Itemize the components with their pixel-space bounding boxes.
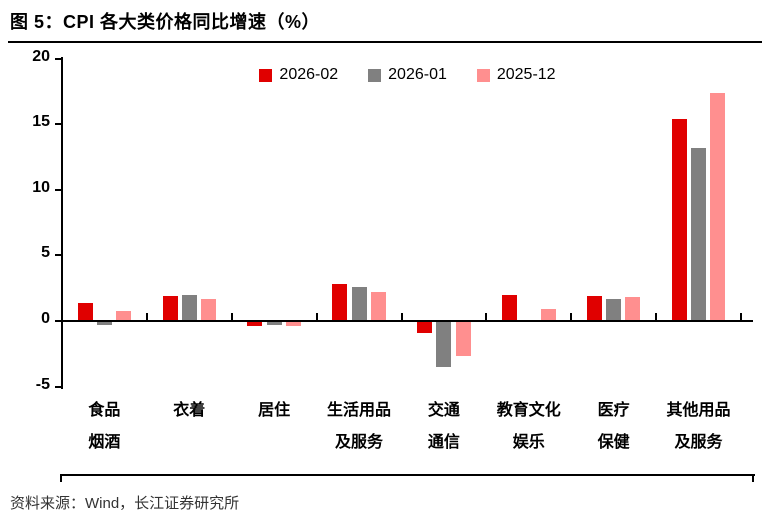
y-axis-tick	[55, 123, 62, 126]
x-label-交通通信: 交通	[427, 402, 460, 419]
x-label-line2-食品烟酒: 烟酒	[88, 434, 121, 451]
bar-2026-02-其他用品及服务	[671, 119, 687, 321]
y-tick-label: 0	[41, 310, 50, 327]
x-label-食品烟酒: 食品	[88, 402, 121, 419]
bar-2026-02-食品烟酒	[77, 302, 93, 321]
x-label-衣着: 衣着	[173, 402, 206, 419]
x-label-line2-交通通信: 通信	[427, 434, 460, 451]
y-tick-label: 5	[41, 244, 50, 262]
category-tick	[485, 313, 488, 322]
source-note: 资料来源：Wind，长江证券研究所	[10, 495, 240, 512]
title-divider	[8, 41, 762, 43]
legend-swatch-icon	[368, 68, 382, 82]
y-tick-label: 15	[32, 113, 50, 131]
y-axis-tick	[55, 320, 62, 322]
category-tick	[655, 313, 658, 322]
bar-2026-02-交通通信	[417, 322, 433, 333]
bar-2025-12-其他用品及服务	[710, 92, 726, 321]
bar-2026-01-食品烟酒	[96, 322, 112, 325]
axis-end-tick	[752, 474, 754, 482]
legend-item-2025-12: 2025-12	[476, 66, 556, 84]
legend-label: 2025-12	[496, 66, 556, 83]
x-label-医疗保健: 医疗	[597, 402, 630, 419]
legend-swatch-icon	[259, 68, 273, 82]
x-label-生活用品及服务: 生活用品	[326, 402, 391, 419]
x-label-line2-其他用品及服务: 及服务	[674, 434, 723, 451]
x-label-其他用品及服务: 其他用品	[666, 402, 731, 419]
y-axis-tick	[55, 254, 62, 257]
x-label-教育文化娱乐: 教育文化	[496, 402, 561, 419]
axis-end-tick	[60, 474, 62, 482]
bar-2025-12-教育文化娱乐	[540, 309, 556, 321]
category-tick	[315, 313, 318, 322]
x-label-line2-医疗保健: 保健	[597, 434, 630, 451]
bar-2025-12-居住	[285, 322, 301, 326]
bar-2025-12-交通通信	[455, 322, 471, 357]
category-axis-line	[60, 474, 755, 476]
bar-2026-02-生活用品及服务	[332, 284, 348, 321]
bar-2026-01-其他用品及服务	[691, 147, 706, 321]
bar-2026-01-衣着	[181, 294, 197, 321]
category-tick	[740, 313, 742, 322]
legend-swatch-icon	[476, 68, 490, 82]
x-label-line2-生活用品及服务: 及服务	[334, 434, 383, 451]
bar-2026-02-医疗保健	[586, 296, 602, 321]
bar-2026-02-居住	[247, 322, 263, 326]
bar-2026-01-居住	[266, 322, 282, 325]
bar-2025-12-医疗保健	[625, 297, 641, 321]
bar-2026-01-生活用品及服务	[351, 286, 367, 321]
category-tick	[230, 313, 233, 322]
chart-legend: 2026-02 2026-01 2025-12	[62, 66, 753, 84]
bar-2026-01-医疗保健	[606, 298, 622, 321]
legend-label: 2026-02	[279, 66, 339, 83]
legend-item-2026-02: 2026-02	[259, 66, 338, 84]
y-axis-tick	[55, 385, 62, 388]
bar-2025-12-食品烟酒	[116, 310, 132, 321]
bar-2026-01-交通通信	[436, 322, 452, 367]
y-axis-line	[61, 57, 63, 389]
x-label-line2-教育文化娱乐: 娱乐	[512, 434, 545, 451]
category-tick	[400, 313, 403, 322]
x-axis-zero-line	[61, 320, 753, 322]
bar-2026-02-教育文化娱乐	[502, 294, 517, 321]
category-tick	[145, 313, 148, 322]
y-axis-tick	[55, 57, 62, 60]
y-tick-label: -5	[35, 375, 50, 393]
y-tick-label: 10	[32, 178, 50, 196]
legend-label: 2026-01	[388, 66, 447, 83]
category-tick	[570, 313, 573, 322]
bar-2026-02-衣着	[162, 296, 178, 321]
bar-2025-12-衣着	[201, 298, 217, 321]
legend-item-2026-01: 2026-01	[368, 66, 447, 84]
bar-2025-12-生活用品及服务	[370, 292, 386, 321]
y-axis-tick	[55, 188, 62, 191]
figure-title: 图 5：CPI 各大类价格同比增速（%）	[10, 12, 321, 32]
x-label-居住: 居住	[258, 402, 291, 419]
y-tick-label: 20	[32, 47, 50, 65]
